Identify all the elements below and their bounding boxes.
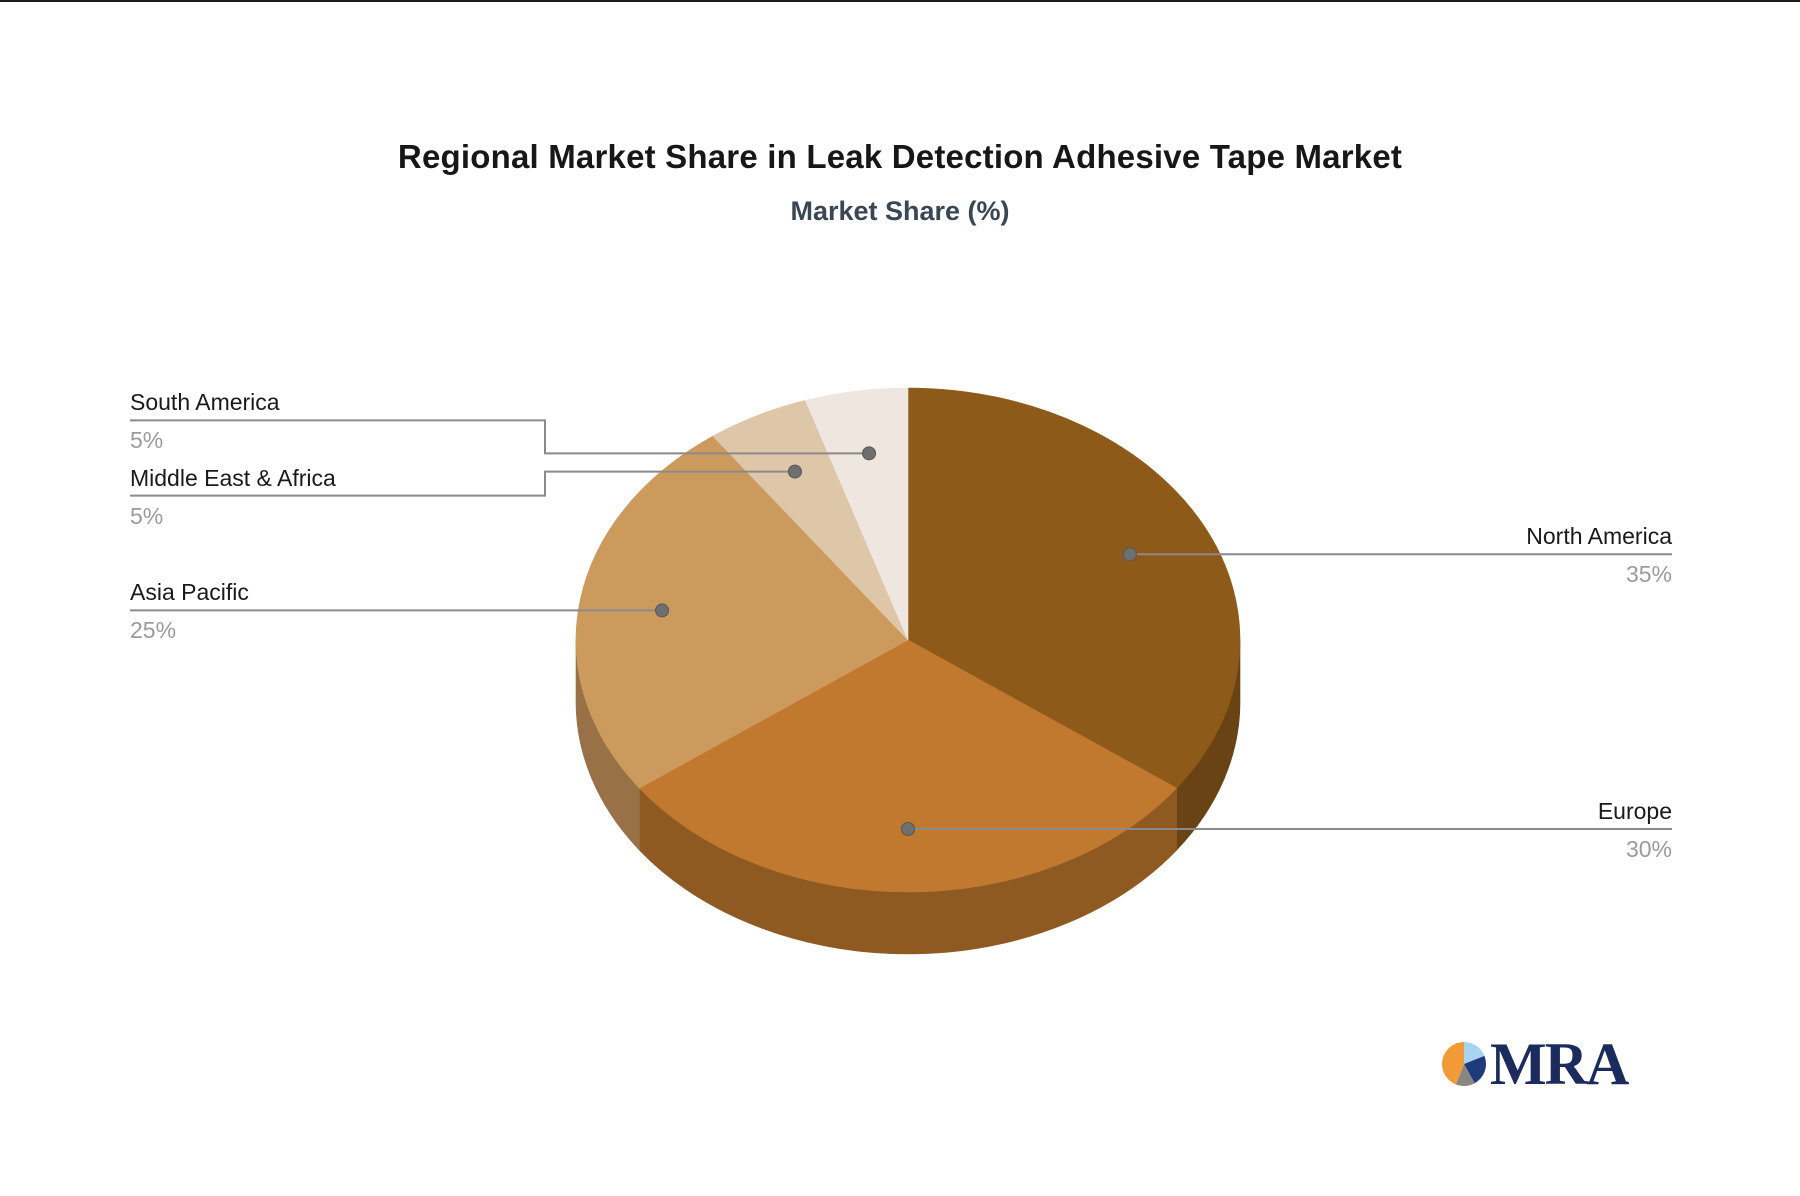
leader-dot-asia-pacific	[655, 603, 670, 618]
chart-title: Regional Market Share in Leak Detection …	[397, 138, 1403, 175]
slice-value-south-america: 5%	[130, 427, 164, 454]
slice-name-north-america: North America	[1526, 523, 1672, 550]
logo-pie-slice-orange	[1442, 1042, 1464, 1085]
logo-pie-slice-gray	[1455, 1064, 1475, 1086]
leader-dot-north-america	[1122, 547, 1137, 562]
logo-pie-slice-navy	[1464, 1055, 1486, 1084]
pie-slice-asia-pacific[interactable]	[575, 435, 909, 789]
pie-slice-south-america[interactable]	[804, 387, 909, 641]
leader-dot-europe	[901, 822, 915, 836]
slice-label-south-america: South America 5%	[130, 388, 690, 454]
leader-line-middle-east-africa	[130, 470, 795, 497]
chart-subtitle: Market Share (%)	[790, 196, 1010, 226]
logo-pie-slice-light-blue	[1464, 1042, 1485, 1064]
slice-label-asia-pacific: Asia Pacific 25%	[130, 578, 690, 644]
slice-label-middle-east-africa: Middle East & Africa 5%	[130, 464, 690, 530]
slice-value-middle-east-africa: 5%	[130, 502, 164, 529]
slice-name-south-america: South America	[130, 389, 280, 416]
leader-dot-middle-east-africa	[787, 464, 802, 479]
mra-logo: MRA	[1441, 1031, 1629, 1097]
slice-label-europe: Europe 30%	[1112, 797, 1672, 863]
mra-logo-text: MRA	[1490, 1031, 1629, 1097]
leader-line-south-america	[130, 419, 870, 455]
slice-name-middle-east-africa: Middle East & Africa	[130, 464, 336, 491]
slice-value-asia-pacific: 25%	[130, 617, 177, 644]
pie-slice-north-america[interactable]	[907, 387, 1241, 789]
leader-dot-south-america	[862, 446, 877, 461]
slice-value-north-america: 35%	[1625, 561, 1672, 588]
mra-logo-pie-icon	[1442, 1042, 1486, 1086]
window-top-edge	[0, 0, 1800, 2]
slice-name-europe: Europe	[1597, 798, 1672, 824]
slice-name-asia-pacific: Asia Pacific	[130, 579, 249, 606]
slice-label-north-america: North America 35%	[1112, 522, 1672, 588]
slice-value-europe: 30%	[1625, 836, 1672, 862]
